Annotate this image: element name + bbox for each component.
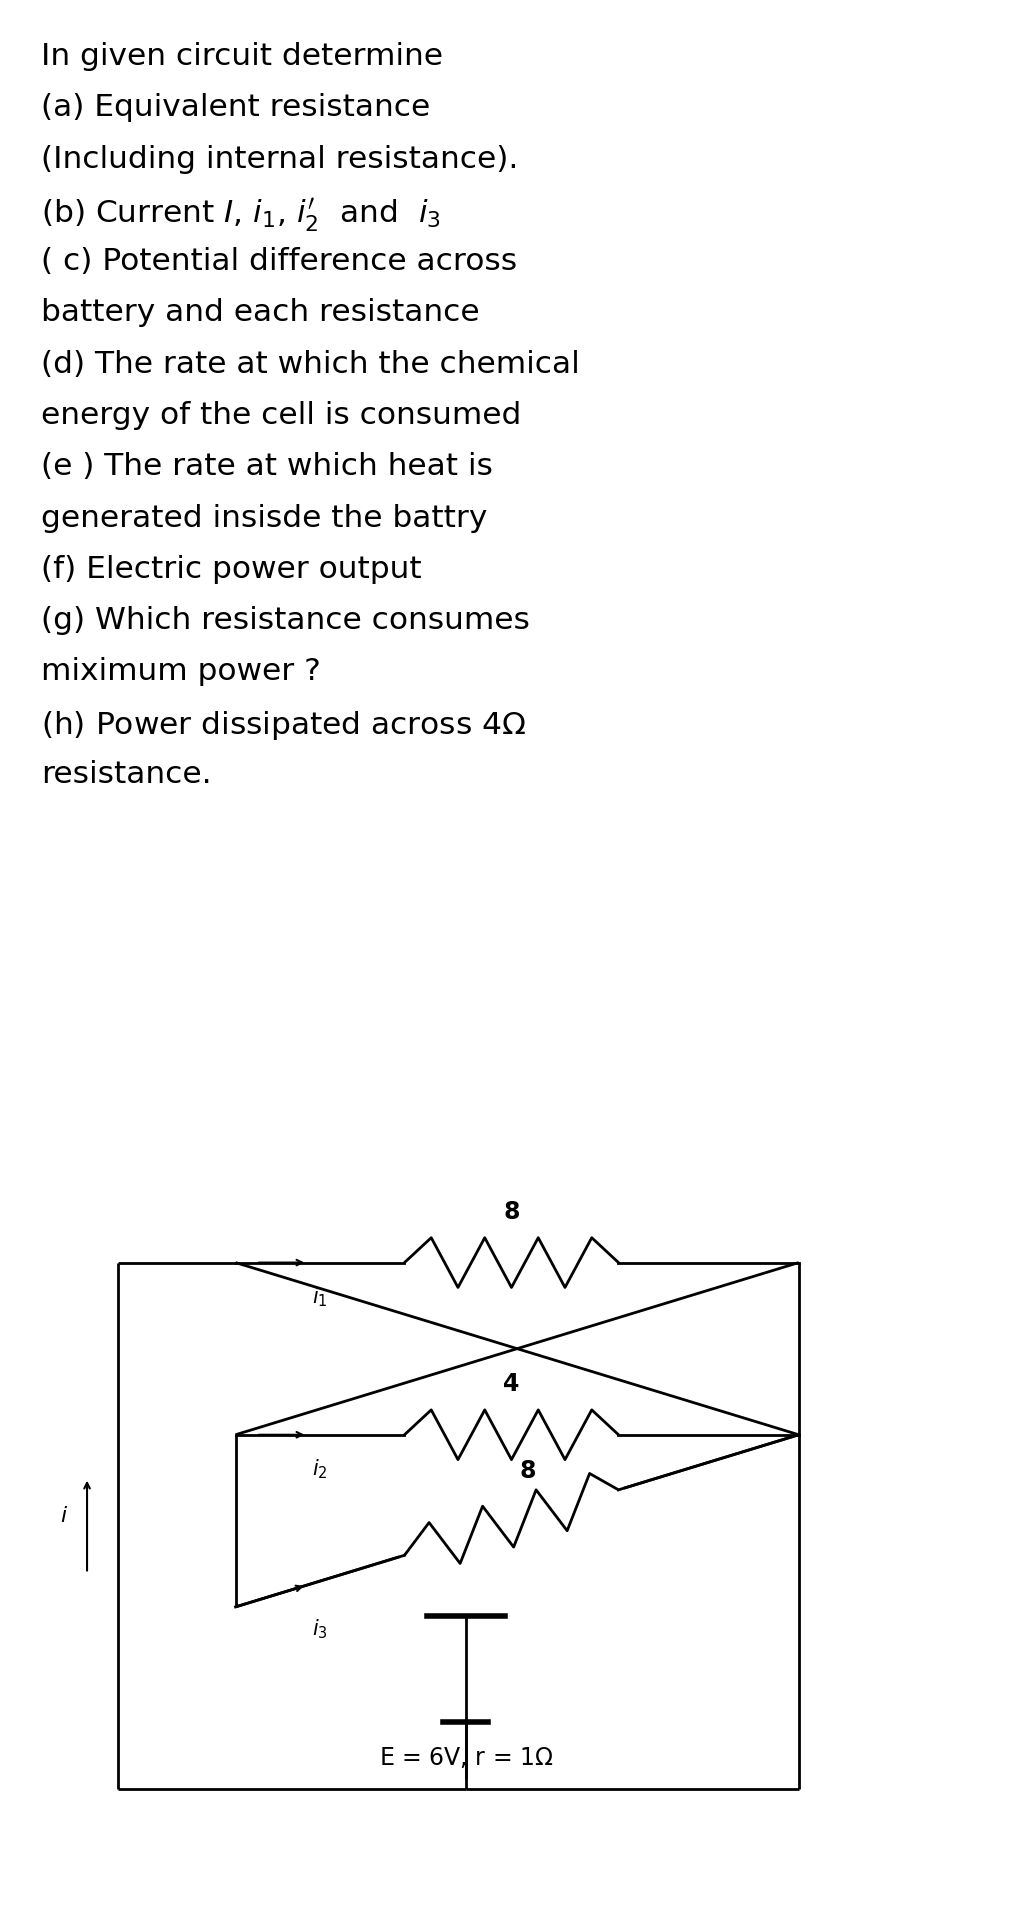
Text: (f) Electric power output: (f) Electric power output <box>41 555 422 583</box>
Text: 8: 8 <box>503 1199 520 1224</box>
Text: energy of the cell is consumed: energy of the cell is consumed <box>41 402 521 430</box>
Text: resistance.: resistance. <box>41 759 212 788</box>
Text: 8: 8 <box>519 1458 536 1483</box>
Text: generated insisde the battry: generated insisde the battry <box>41 503 487 532</box>
Text: (g) Which resistance consumes: (g) Which resistance consumes <box>41 606 529 635</box>
Text: 4: 4 <box>504 1372 519 1396</box>
Text: (e ) The rate at which heat is: (e ) The rate at which heat is <box>41 451 493 482</box>
Text: battery and each resistance: battery and each resistance <box>41 298 479 327</box>
Text: (h) Power dissipated across 4$\Omega$: (h) Power dissipated across 4$\Omega$ <box>41 708 526 742</box>
Text: In given circuit determine: In given circuit determine <box>41 42 443 71</box>
Text: $i_1$: $i_1$ <box>312 1286 328 1308</box>
Text: (b) Current $I$, $i_1$, $i_2'$  and  $i_3$: (b) Current $I$, $i_1$, $i_2'$ and $i_3$ <box>41 195 441 233</box>
Text: ( c) Potential difference across: ( c) Potential difference across <box>41 247 517 275</box>
Text: (d) The rate at which the chemical: (d) The rate at which the chemical <box>41 350 580 379</box>
Text: (a) Equivalent resistance: (a) Equivalent resistance <box>41 94 430 122</box>
Text: E = 6V, r = 1$\Omega$: E = 6V, r = 1$\Omega$ <box>379 1745 553 1770</box>
Text: $i$: $i$ <box>60 1506 69 1527</box>
Text: (Including internal resistance).: (Including internal resistance). <box>41 145 518 174</box>
Text: $i_2$: $i_2$ <box>312 1458 328 1481</box>
Text: $i_3$: $i_3$ <box>312 1618 328 1641</box>
Text: miximum power ?: miximum power ? <box>41 658 321 687</box>
